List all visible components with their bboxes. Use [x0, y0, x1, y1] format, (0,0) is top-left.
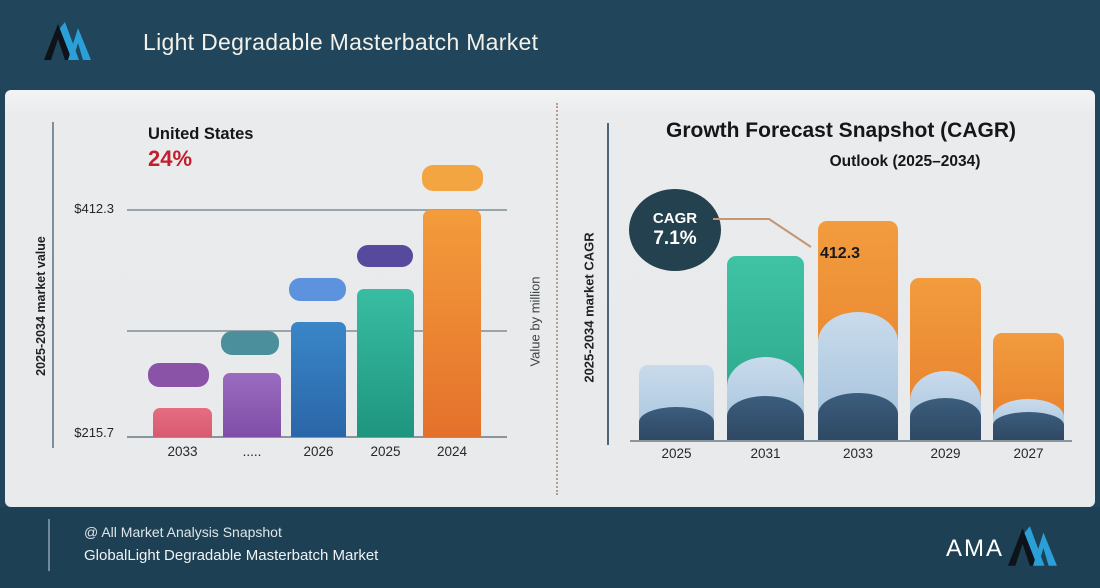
x-axis-label: 2029	[930, 446, 961, 461]
x-axis-label: 2033	[167, 444, 198, 459]
footer-report-title: GlobalLight Degradable Masterbatch Marke…	[84, 547, 379, 564]
segment-dome	[818, 393, 898, 440]
footer: @ All Market Analysis Snapshot GlobalLig…	[0, 507, 1100, 588]
cagr-badge-value: 7.1%	[653, 227, 697, 249]
bar-annotation-412: 412.3	[820, 245, 861, 262]
y-tick-412: $412.3	[74, 201, 114, 216]
left-chart-y-axis	[52, 122, 54, 448]
footer-credit: @ All Market Analysis Snapshot	[84, 524, 282, 540]
footer-ama-logo-icon	[1008, 526, 1057, 566]
stacked-bar-2033	[818, 221, 898, 440]
bar-.....	[223, 373, 281, 437]
x-axis-label: .....	[242, 444, 262, 459]
cagr-badge-label: CAGR	[652, 209, 698, 227]
gridline-412	[127, 209, 507, 211]
right-chart-subtitle: Outlook (2025–2034)	[829, 153, 981, 170]
right-chart-x-axis	[630, 440, 1072, 442]
bar-2026	[291, 322, 346, 437]
y-tick-215: $215.7	[74, 425, 114, 440]
panel-divider	[556, 103, 558, 495]
bar-cap-2024	[422, 165, 483, 191]
header: Light Degradable Masterbatch Market	[0, 0, 1100, 90]
left-chart-x-axis	[127, 436, 507, 438]
ama-logo-icon	[44, 22, 91, 60]
x-axis-label: 2024	[436, 444, 468, 459]
x-axis-label: 2026	[303, 444, 334, 459]
stacked-bar-2025	[639, 365, 714, 440]
bar-2024	[423, 210, 481, 437]
stacked-bar-2027	[993, 333, 1064, 440]
stacked-bar-2031	[727, 256, 804, 440]
cagr-badge: CAGR 7.1%	[629, 189, 721, 271]
footer-brand-text: AMA	[946, 535, 1005, 562]
segment-dome	[993, 412, 1064, 440]
x-axis-label: 2033	[842, 446, 874, 461]
bar-2033	[153, 408, 212, 437]
bar-cap-2026	[289, 278, 346, 301]
left-chart-highlight-value: 24%	[148, 146, 193, 171]
x-axis-label: 2025	[370, 444, 401, 459]
segment-dome	[727, 396, 804, 440]
page-title: Light Degradable Masterbatch Market	[143, 29, 539, 55]
bar-cap-2025	[357, 245, 413, 267]
x-axis-label: 2025	[661, 446, 692, 461]
right-chart-y-axis	[607, 123, 609, 445]
bar-cap-.....	[221, 331, 279, 355]
stacked-bar-2029	[910, 278, 981, 440]
x-axis-label: 2027	[1013, 446, 1044, 461]
right-chart-title: Growth Forecast Snapshot (CAGR)	[665, 119, 1017, 142]
footer-divider	[48, 519, 50, 571]
left-chart-title: United States	[148, 125, 254, 143]
x-axis-label: 2031	[750, 446, 781, 461]
bar-2025	[357, 289, 414, 437]
bar-cap-2033	[148, 363, 209, 387]
callout-line	[713, 218, 812, 248]
segment-dome	[910, 398, 981, 440]
segment-dome	[639, 407, 714, 440]
